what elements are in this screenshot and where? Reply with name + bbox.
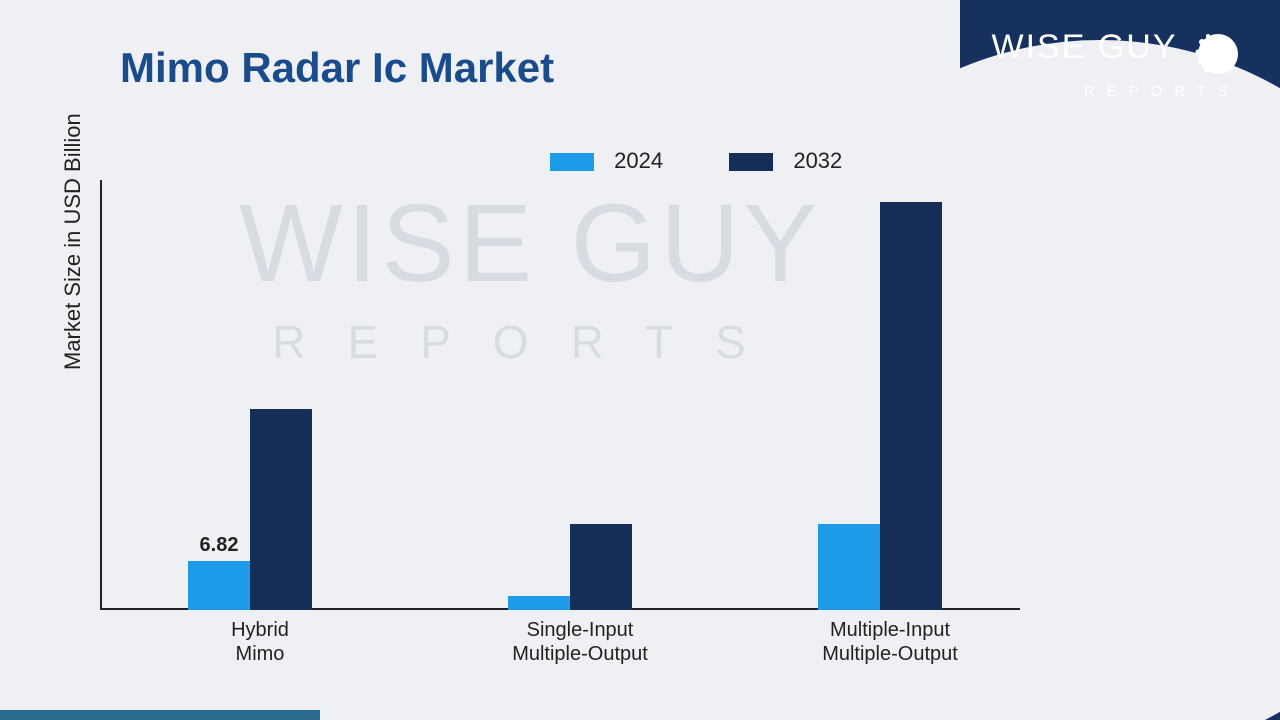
bar-2024 — [508, 596, 570, 610]
legend-swatch-2032 — [729, 153, 773, 171]
category-label: Multiple-InputMultiple-Output — [780, 618, 1000, 666]
brand-line1: WISE GUY — [992, 28, 1178, 66]
y-axis-label: Market Size in USD Billion — [60, 113, 86, 370]
category-label: HybridMimo — [150, 618, 370, 666]
category-label: Single-InputMultiple-Output — [470, 618, 690, 666]
legend-swatch-2024 — [550, 153, 594, 171]
brand-head-icon — [1188, 28, 1240, 80]
legend-item-2032: 2032 — [729, 148, 842, 174]
accent-bar — [0, 710, 320, 720]
brand-logo: WISE GUY REPORTS — [992, 28, 1240, 99]
legend: 2024 2032 — [550, 148, 902, 174]
bar-value-label: 6.82 — [200, 534, 239, 557]
legend-item-2024: 2024 — [550, 148, 663, 174]
y-axis-line — [100, 180, 102, 610]
legend-label-2024: 2024 — [614, 148, 663, 173]
plot-area: 6.82HybridMimoSingle-InputMultiple-Outpu… — [100, 180, 1020, 610]
bar-2024 — [818, 524, 880, 610]
bar-2024: 6.82 — [188, 561, 250, 610]
brand-line2: REPORTS — [992, 84, 1240, 99]
bar-2032 — [880, 202, 942, 611]
bar-2032 — [570, 524, 632, 610]
legend-label-2032: 2032 — [793, 148, 842, 173]
chart-title: Mimo Radar Ic Market — [120, 44, 554, 92]
bar-2032 — [250, 409, 312, 610]
